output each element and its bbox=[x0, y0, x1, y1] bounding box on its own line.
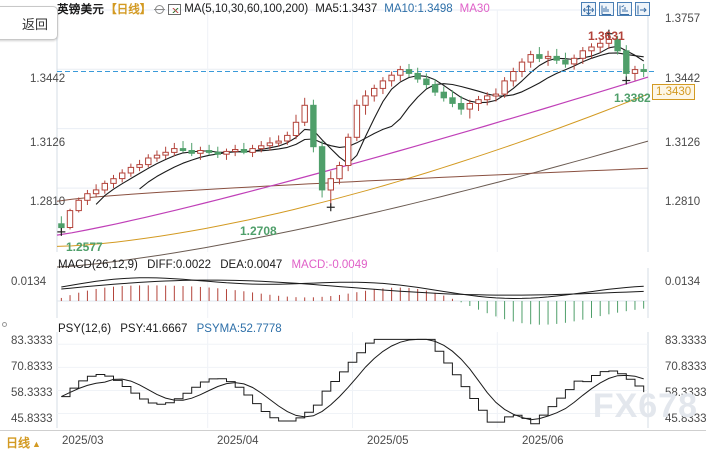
psy-axis-right-label-1: 70.8333 bbox=[665, 361, 706, 373]
chart-toolbar[interactable] bbox=[581, 2, 650, 16]
ma10-value: MA10:1.3498 bbox=[384, 3, 453, 15]
psy-axis-left-label-3: 45.8333 bbox=[11, 413, 53, 425]
candlestick-series bbox=[58, 33, 647, 232]
price-axis-right-label-2: 1.3126 bbox=[665, 137, 701, 149]
psy-params-label: PSY(12,6) bbox=[58, 323, 112, 335]
candlestick-icon[interactable] bbox=[168, 3, 182, 15]
chart-gridlines bbox=[56, 9, 649, 428]
psyma-value: PSYMA:52.7778 bbox=[196, 323, 282, 335]
macd-hist-value: MACD:-0.0049 bbox=[291, 259, 368, 271]
period-arrow-icon: ▲ bbox=[32, 439, 41, 449]
symbol-label: 英镑美元 bbox=[57, 4, 105, 16]
low-price-annotation-left: 1.2577 bbox=[66, 240, 103, 254]
date-label-1: 2025/04 bbox=[217, 435, 259, 447]
ma-long-line bbox=[56, 93, 649, 247]
psyma-line bbox=[61, 338, 644, 421]
chart-scale-right-icon[interactable] bbox=[617, 2, 632, 16]
chart-scale-left-icon[interactable] bbox=[599, 2, 614, 16]
last-low-annotation: 1.3382 bbox=[614, 91, 651, 105]
psy-axis-right-label-0: 83.3333 bbox=[665, 335, 706, 347]
return-button-label: 返回 bbox=[21, 16, 48, 32]
price-axis-left-label-0: 1.3442 bbox=[30, 73, 66, 85]
price-axis-right-label-1: 1.3442 bbox=[665, 73, 701, 85]
price-axis-right-label-3: 1.2810 bbox=[665, 196, 701, 208]
period-toggle-label: 日线 bbox=[6, 436, 31, 450]
ma-long-line bbox=[56, 140, 649, 268]
current-price-tag: 1.3430 bbox=[652, 84, 696, 100]
price-extreme-marker bbox=[604, 29, 613, 38]
psy-axis-left-label-1: 70.8333 bbox=[11, 361, 53, 373]
psy-line bbox=[61, 338, 645, 425]
macd-line bbox=[61, 279, 644, 296]
psy-axis-left-label-2: 58.3333 bbox=[11, 387, 53, 399]
macd-params-label: MACD(26,12,9) bbox=[58, 259, 138, 271]
price-extreme-marker bbox=[57, 227, 66, 236]
price-axis-left-label-2: 1.2810 bbox=[30, 196, 66, 208]
macd-histogram bbox=[60, 285, 645, 325]
psy-value: PSY:41.6667 bbox=[120, 323, 188, 335]
psy-marker-dot bbox=[2, 322, 7, 327]
period-label: 【日线】 bbox=[105, 4, 152, 16]
time-axis-bar: 日线 ▲ 2025/03 2025/04 2025/05 2025/06 bbox=[0, 430, 706, 452]
price-extreme-marker bbox=[326, 203, 335, 212]
price-axis-right-label-0: 1.3757 bbox=[665, 13, 701, 25]
date-label-2: 2025/05 bbox=[367, 435, 409, 447]
price-extreme-marker bbox=[622, 76, 631, 85]
macd-axis-right-label: 0.0134 bbox=[665, 276, 701, 288]
ma-long-line bbox=[56, 167, 649, 202]
psy-axis-right-label-2: 58.3333 bbox=[665, 387, 706, 399]
chart-shift-right-icon[interactable] bbox=[635, 2, 650, 16]
price-axis-left-label-1: 1.3126 bbox=[30, 137, 66, 149]
ma30-line bbox=[56, 76, 649, 236]
low-price-annotation-mid: 1.2708 bbox=[240, 224, 277, 238]
macd-diff-value: DIFF:0.0022 bbox=[147, 259, 212, 271]
circle-cross-icon[interactable] bbox=[154, 4, 166, 14]
period-toggle[interactable]: 日线 ▲ bbox=[6, 434, 41, 451]
psy-axis-right-label-3: 45.8333 bbox=[665, 413, 706, 425]
psy-axis-left-label-0: 83.3333 bbox=[11, 335, 53, 347]
macd-axis-left-label: 0.0134 bbox=[11, 276, 47, 288]
watermark: FX678 bbox=[592, 387, 698, 425]
main-chart-legend: 英镑美元 【日线】 MA(5,10,30,60,100,200) MA5:1.3… bbox=[57, 1, 490, 17]
macd-legend: MACD(26,12,9) DIFF:0.0022 DEA:0.0047 MAC… bbox=[58, 259, 368, 271]
date-label-0: 2025/03 bbox=[62, 435, 104, 447]
date-label-3: 2025/06 bbox=[522, 435, 564, 447]
ma-definition-label: MA(5,10,30,60,100,200) bbox=[184, 3, 309, 15]
crosshair-move-icon[interactable] bbox=[581, 2, 596, 16]
high-price-annotation: 1.3631 bbox=[588, 29, 625, 43]
ma-line bbox=[95, 45, 645, 205]
macd-line bbox=[61, 277, 644, 300]
ma5-value: MA5:1.3437 bbox=[315, 3, 378, 15]
return-button[interactable]: 返回 bbox=[0, 6, 58, 40]
psy-legend: PSY(12,6) PSY:41.6667 PSYMA:52.7778 bbox=[58, 323, 282, 335]
ma30-value: MA30 bbox=[459, 3, 490, 15]
macd-dea-value: DEA:0.0047 bbox=[220, 259, 283, 271]
